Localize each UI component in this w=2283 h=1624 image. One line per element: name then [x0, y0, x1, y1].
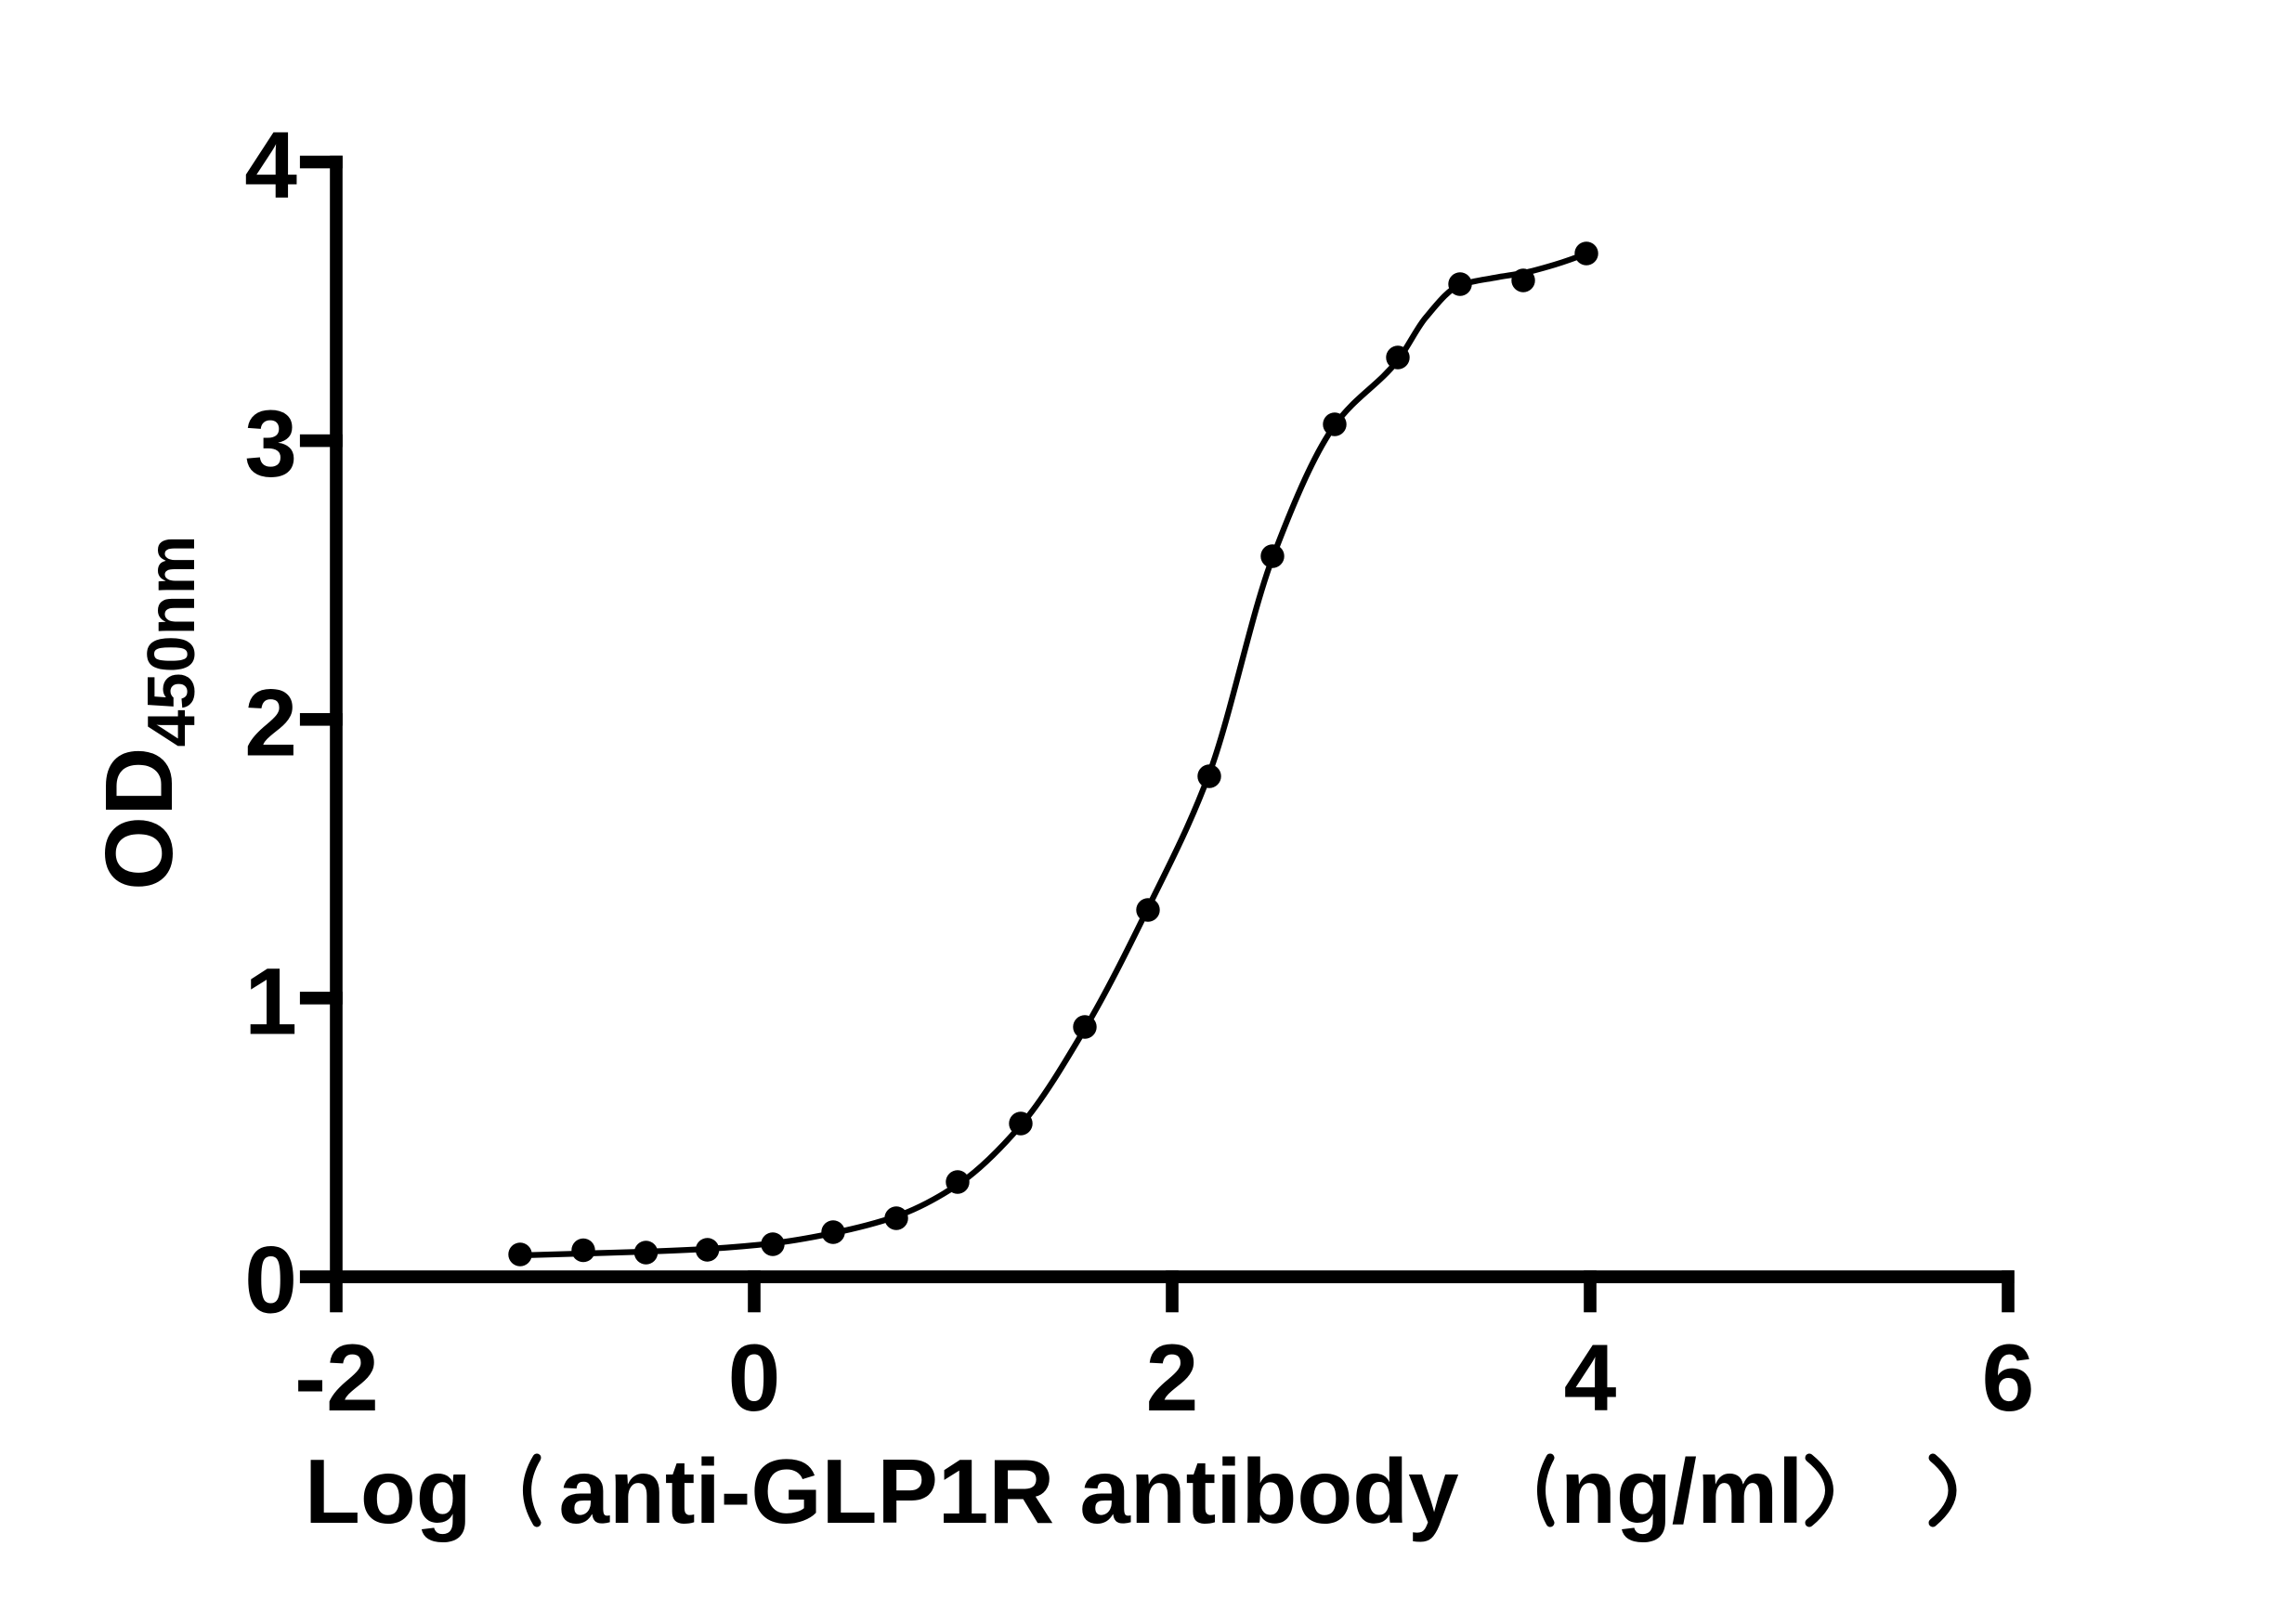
svg-text:Log: Log: [305, 1440, 472, 1542]
svg-text:0: 0: [244, 1228, 297, 1333]
svg-text:4: 4: [1564, 1325, 1617, 1431]
svg-text:4: 4: [244, 112, 297, 218]
svg-text:-2: -2: [294, 1325, 379, 1431]
svg-text:ng/ml: ng/ml: [1560, 1440, 1803, 1542]
svg-text:1: 1: [244, 948, 297, 1054]
svg-text:0: 0: [728, 1325, 781, 1431]
svg-text:2: 2: [244, 669, 297, 775]
svg-text:2: 2: [1146, 1325, 1199, 1431]
svg-text:OD450nm: OD450nm: [85, 535, 209, 890]
svg-text:anti-GLP1R antibody: anti-GLP1R antibody: [559, 1440, 1459, 1542]
svg-text:3: 3: [244, 391, 297, 497]
svg-text:6: 6: [1982, 1325, 2035, 1431]
